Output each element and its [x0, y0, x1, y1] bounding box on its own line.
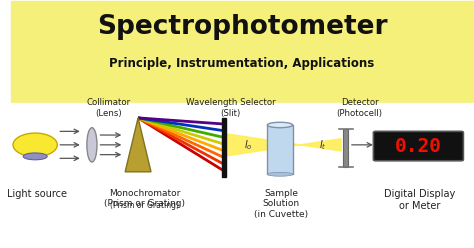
Text: Collimator
(Lens): Collimator (Lens)	[86, 98, 130, 118]
Text: Principle, Instrumentation, Applications: Principle, Instrumentation, Applications	[109, 58, 374, 70]
Text: Light source: Light source	[7, 189, 66, 199]
Bar	[343, 129, 348, 167]
FancyBboxPatch shape	[374, 131, 464, 161]
Text: $I_o$: $I_o$	[245, 138, 253, 152]
Text: Digital Display
or Meter: Digital Display or Meter	[384, 189, 455, 211]
Ellipse shape	[267, 122, 292, 128]
Bar	[267, 125, 292, 174]
Text: (Prism or Grating): (Prism or Grating)	[110, 201, 180, 210]
Polygon shape	[226, 134, 341, 156]
Text: $I_t$: $I_t$	[319, 138, 327, 152]
Ellipse shape	[87, 128, 97, 162]
Ellipse shape	[267, 172, 292, 176]
Bar	[11, 1, 473, 103]
Text: Wavelength Selector
(Slit): Wavelength Selector (Slit)	[185, 98, 275, 118]
Polygon shape	[125, 118, 151, 172]
Text: 0.20: 0.20	[395, 137, 442, 155]
Text: Sample
Solution
(in Cuvette): Sample Solution (in Cuvette)	[254, 189, 308, 219]
Bar	[222, 118, 226, 177]
Text: Spectrophotometer: Spectrophotometer	[97, 14, 387, 40]
Circle shape	[13, 133, 57, 157]
Text: Monochromator
(Prism or Grating): Monochromator (Prism or Grating)	[104, 189, 185, 208]
Ellipse shape	[23, 153, 47, 160]
Text: Detector
(Photocell): Detector (Photocell)	[337, 98, 383, 118]
Bar	[11, 103, 473, 247]
